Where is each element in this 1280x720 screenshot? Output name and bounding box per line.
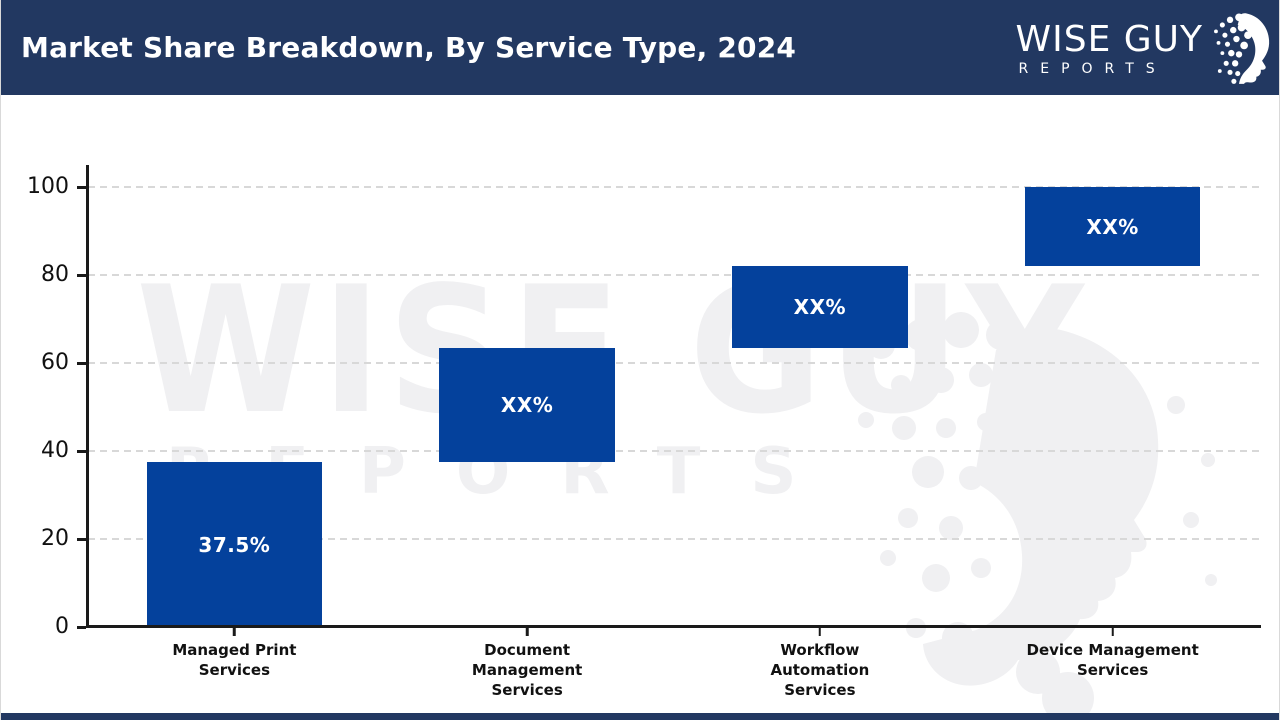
bar-segment: XX%: [439, 347, 615, 462]
x-tick-mark: [1111, 628, 1114, 636]
x-axis-category-labels: Managed Print Services Document Managemen…: [88, 640, 1259, 700]
y-gridline: [88, 362, 1259, 364]
y-tick-mark: [77, 626, 86, 629]
logo-wordmark: WISE GUY REPORTS: [1015, 18, 1204, 77]
chart-title: Market Share Breakdown, By Service Type,…: [21, 31, 797, 64]
y-tick-label: 100: [27, 174, 69, 199]
bar-value-label: XX%: [500, 392, 554, 417]
bar-value-label: XX%: [1086, 214, 1139, 239]
y-tick-mark: [77, 450, 86, 453]
x-category-label: Document Management Services: [471, 641, 583, 699]
y-axis-line: [86, 165, 89, 628]
y-tick-mark: [77, 538, 86, 541]
y-tick-mark: [77, 274, 86, 277]
plot-area: 37.5% XX% XX% XX%: [88, 186, 1259, 627]
y-gridline: [88, 186, 1259, 188]
logo-head-icon: [1214, 13, 1270, 84]
y-axis-tick-labels: 0 20 40 60 80 100: [1, 174, 69, 639]
footer-bar: [1, 713, 1279, 720]
y-tick-mark: [77, 186, 86, 189]
bar-segment: XX%: [1024, 187, 1201, 267]
header-bar: Market Share Breakdown, By Service Type,…: [1, 0, 1279, 95]
x-category-label: Device Management Services: [1026, 641, 1199, 679]
y-tick-label: 0: [55, 614, 69, 639]
logo-wordmark-main: WISE GUY: [1015, 18, 1203, 60]
brand-logo: WISE GUY REPORTS: [1016, 4, 1272, 92]
x-axis-line: [86, 625, 1261, 628]
y-axis-tick-marks: [77, 186, 86, 629]
x-tick-mark: [525, 628, 529, 636]
y-tick-mark: [77, 362, 86, 365]
logo-wordmark-sub: REPORTS: [1018, 60, 1167, 77]
y-gridline: [88, 450, 1259, 452]
bar-segment: XX%: [732, 266, 908, 348]
x-category-label: Workflow Automation Services: [770, 641, 870, 699]
x-tick-mark: [818, 628, 822, 636]
x-axis-tick-marks: [88, 628, 1259, 636]
y-gridline: [88, 538, 1259, 540]
y-tick-label: 40: [41, 438, 69, 463]
y-tick-label: 60: [41, 350, 69, 375]
x-tick-mark: [233, 628, 236, 636]
watermark-head-graphic: [858, 312, 1217, 715]
y-tick-label: 80: [41, 262, 69, 287]
bar-value-label: 37.5%: [198, 532, 271, 557]
bar-value-label: XX%: [793, 294, 847, 319]
x-category-label: Managed Print Services: [172, 641, 297, 679]
y-tick-label: 20: [41, 526, 69, 551]
bar-segment: 37.5%: [146, 462, 323, 627]
y-gridline: [88, 274, 1259, 276]
